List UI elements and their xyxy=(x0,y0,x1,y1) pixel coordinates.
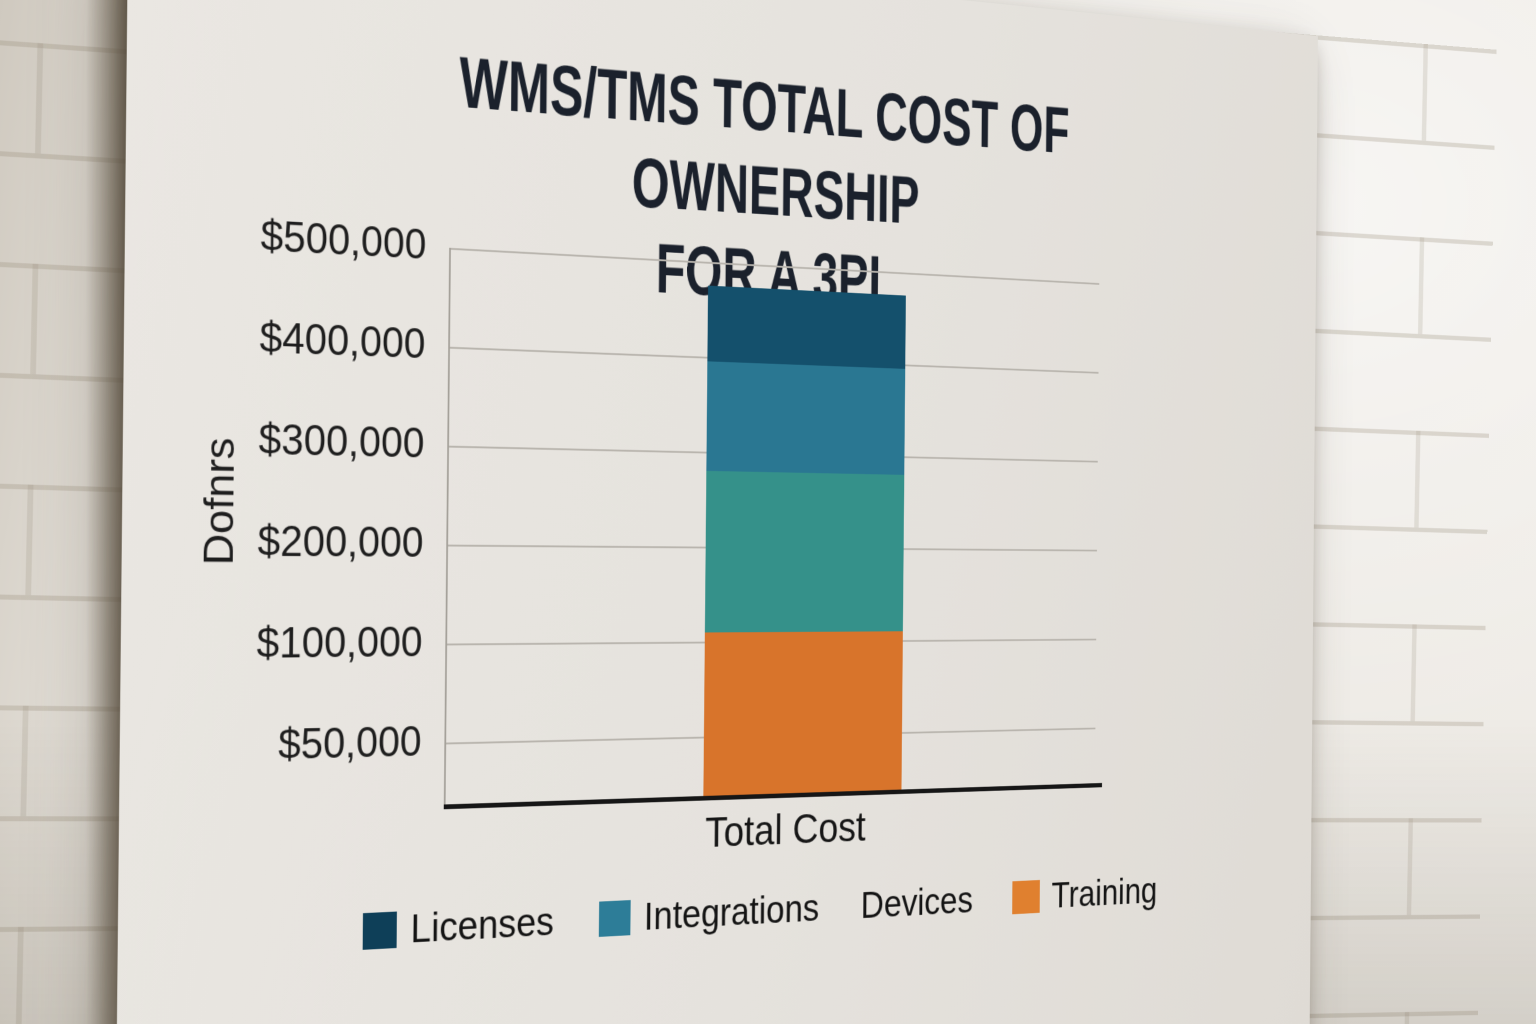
legend-label: Devices xyxy=(861,879,974,927)
bar-segment-devices xyxy=(705,471,904,632)
legend-label: Training xyxy=(1051,870,1157,916)
legend: Licenses Integrations Devices Training xyxy=(442,873,1094,950)
legend-item-devices: Devices xyxy=(861,879,974,927)
bar-segment-training xyxy=(703,631,903,799)
y-tick-label: $100,000 xyxy=(256,619,422,669)
y-axis-tick-labels: $500,000 $400,000 $300,000 $200,000 $100,000… xyxy=(145,232,426,818)
legend-swatch xyxy=(599,900,631,937)
legend-item-licenses: Licenses xyxy=(362,899,554,955)
photo-scene: WMS/TMS TOTAL COST OF OWNERSHIP FOR A 3P… xyxy=(0,0,1536,1024)
chart-poster: WMS/TMS TOTAL COST OF OWNERSHIP FOR A 3P… xyxy=(116,0,1318,1024)
chart-area: Dofnrs $500,000 $400,000 $300,000 $200,000 $… xyxy=(444,248,1100,808)
legend-label: Integrations xyxy=(644,886,820,939)
y-tick-label: $50,000 xyxy=(278,718,422,770)
legend-item-training: Training xyxy=(1012,870,1157,919)
legend-item-integrations: Integrations xyxy=(599,886,819,941)
plot-area xyxy=(444,248,1100,808)
y-tick-label: $300,000 xyxy=(258,416,424,468)
legend-swatch xyxy=(1012,880,1040,914)
y-tick-label: $400,000 xyxy=(259,314,425,369)
y-tick-label: $200,000 xyxy=(257,518,423,568)
bar-segment-licenses xyxy=(707,286,905,369)
legend-label: Licenses xyxy=(410,899,554,952)
bar-segment-integrations xyxy=(706,361,905,474)
stacked-bar xyxy=(703,262,906,799)
y-tick-label: $500,000 xyxy=(260,212,426,269)
legend-swatch xyxy=(362,912,396,950)
